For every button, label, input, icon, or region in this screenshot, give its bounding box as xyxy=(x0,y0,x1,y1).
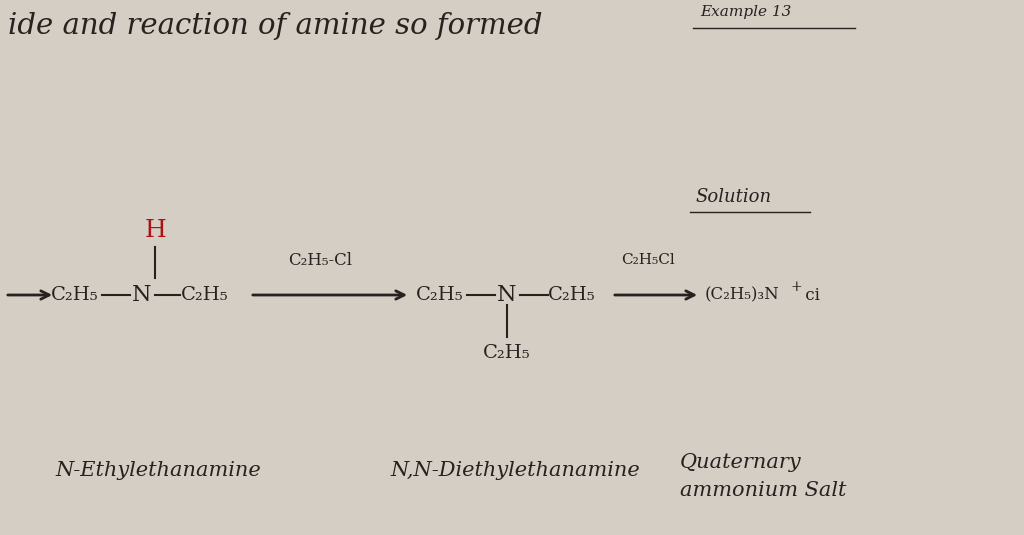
Text: C₂H₅-Cl: C₂H₅-Cl xyxy=(288,251,352,269)
Text: ide and reaction of amine so formed: ide and reaction of amine so formed xyxy=(8,12,543,40)
Text: C₂H₅: C₂H₅ xyxy=(51,286,98,304)
Text: C₂H₅: C₂H₅ xyxy=(483,344,530,362)
Text: Example 13: Example 13 xyxy=(700,5,792,19)
Text: C₂H₅: C₂H₅ xyxy=(548,286,596,304)
Text: ammonium Salt: ammonium Salt xyxy=(680,480,847,500)
Text: Quaternary: Quaternary xyxy=(680,453,802,471)
Text: N-Ethylethanamine: N-Ethylethanamine xyxy=(55,461,261,479)
Text: N: N xyxy=(498,284,517,306)
Text: C₂H₅: C₂H₅ xyxy=(416,286,464,304)
Text: H: H xyxy=(144,218,166,241)
Text: Solution: Solution xyxy=(695,188,771,206)
Text: C₂H₅: C₂H₅ xyxy=(181,286,228,304)
Text: C₂H₅Cl: C₂H₅Cl xyxy=(622,253,675,267)
Text: N: N xyxy=(132,284,152,306)
Text: ci: ci xyxy=(800,287,820,303)
Text: (C₂H₅)₃N: (C₂H₅)₃N xyxy=(705,287,779,303)
Text: N,N-Diethylethanamine: N,N-Diethylethanamine xyxy=(390,461,640,479)
Text: +: + xyxy=(790,280,802,294)
